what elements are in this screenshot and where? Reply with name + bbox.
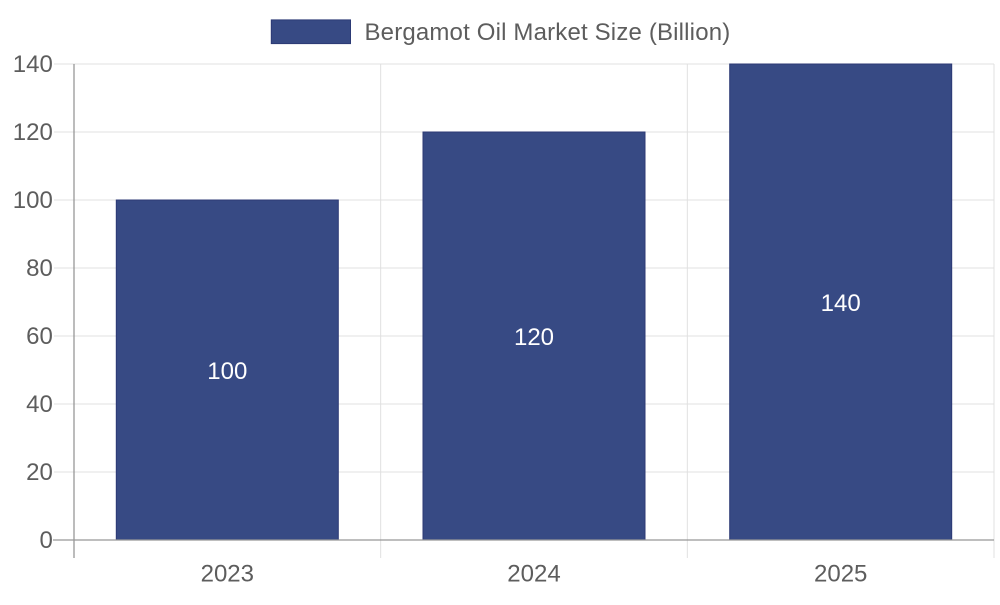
svg-text:80: 80 — [26, 255, 53, 282]
svg-text:140: 140 — [13, 51, 53, 78]
svg-text:60: 60 — [26, 323, 53, 350]
svg-text:100: 100 — [13, 187, 53, 214]
svg-text:0: 0 — [39, 527, 52, 554]
svg-text:20: 20 — [26, 459, 53, 486]
svg-text:2023: 2023 — [201, 560, 254, 587]
svg-text:100: 100 — [207, 358, 247, 385]
svg-text:40: 40 — [26, 391, 53, 418]
svg-text:2024: 2024 — [507, 560, 560, 587]
svg-text:140: 140 — [821, 290, 861, 317]
svg-text:Bergamot Oil Market Size (Bill: Bergamot Oil Market Size (Billion) — [365, 19, 731, 46]
svg-text:2025: 2025 — [814, 560, 867, 587]
svg-text:120: 120 — [514, 324, 554, 351]
svg-text:120: 120 — [13, 119, 53, 146]
